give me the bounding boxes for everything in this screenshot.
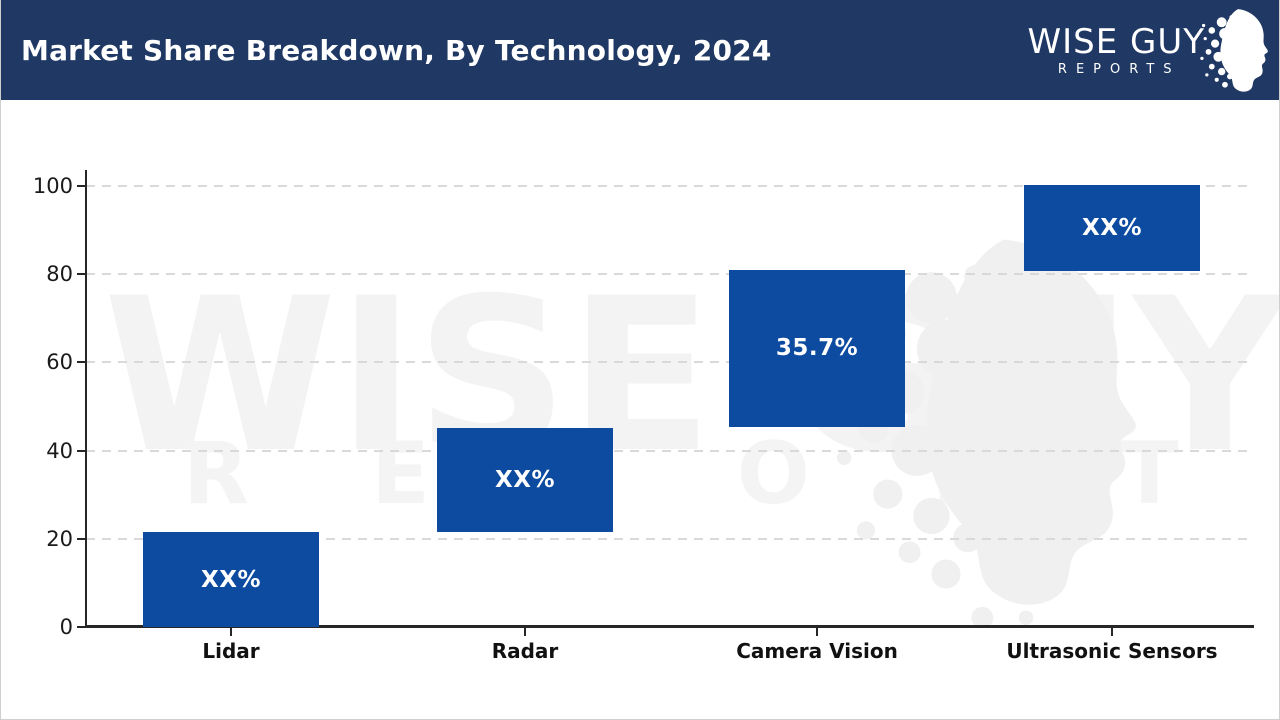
- x-tick-0: [230, 628, 232, 636]
- bar-camera-vision: 35.7%: [729, 269, 905, 428]
- x-axis-line: [86, 625, 1254, 628]
- gridline-40: [86, 449, 1254, 452]
- gridline-100: [86, 185, 1254, 187]
- y-tick-label-60: 60: [46, 350, 73, 375]
- y-tick-40: [77, 449, 86, 452]
- y-tick-100: [77, 185, 86, 187]
- bar-value-label: XX%: [1081, 214, 1142, 241]
- category-label-3: Ultrasonic Sensors: [1006, 639, 1218, 663]
- logo-wordmark: WISE GUY: [1027, 22, 1205, 62]
- y-tick-label-20: 20: [46, 526, 73, 551]
- page-title: Market Share Breakdown, By Technology, 2…: [21, 33, 772, 67]
- bar-value-label: XX%: [200, 566, 261, 593]
- bar-value-label: 35.7%: [775, 335, 859, 362]
- category-label-0: Lidar: [202, 639, 260, 663]
- gridline-80: [86, 273, 1254, 276]
- bar-lidar: XX%: [143, 532, 319, 627]
- y-tick-label-100: 100: [32, 174, 73, 198]
- logo-subtitle: REPORTS: [1057, 62, 1181, 77]
- y-tick-label-0: 0: [59, 615, 73, 639]
- y-tick-label-80: 80: [46, 262, 73, 287]
- x-tick-3: [1111, 628, 1113, 636]
- y-tick-20: [77, 537, 86, 540]
- category-label-2: Camera Vision: [736, 639, 898, 663]
- bar-value-label: XX%: [494, 466, 555, 493]
- y-tick-80: [77, 273, 86, 276]
- gridline-20: [86, 537, 1254, 540]
- header: Market Share Breakdown, By Technology, 2…: [1, 0, 1279, 100]
- x-tick-2: [816, 628, 818, 636]
- brand-logo: WISE GUY REPORTS: [1027, 6, 1271, 96]
- y-tick-label-40: 40: [46, 438, 73, 463]
- bar-radar: XX%: [437, 427, 613, 533]
- y-tick-0: [77, 626, 86, 628]
- y-axis-line: [85, 170, 87, 628]
- bar-ultrasonic-sensors: XX%: [1024, 185, 1200, 271]
- logo-head-icon: [1200, 9, 1268, 92]
- x-tick-1: [524, 628, 526, 636]
- y-tick-60: [77, 361, 86, 364]
- gridline-60: [86, 361, 1254, 364]
- category-label-1: Radar: [491, 639, 559, 663]
